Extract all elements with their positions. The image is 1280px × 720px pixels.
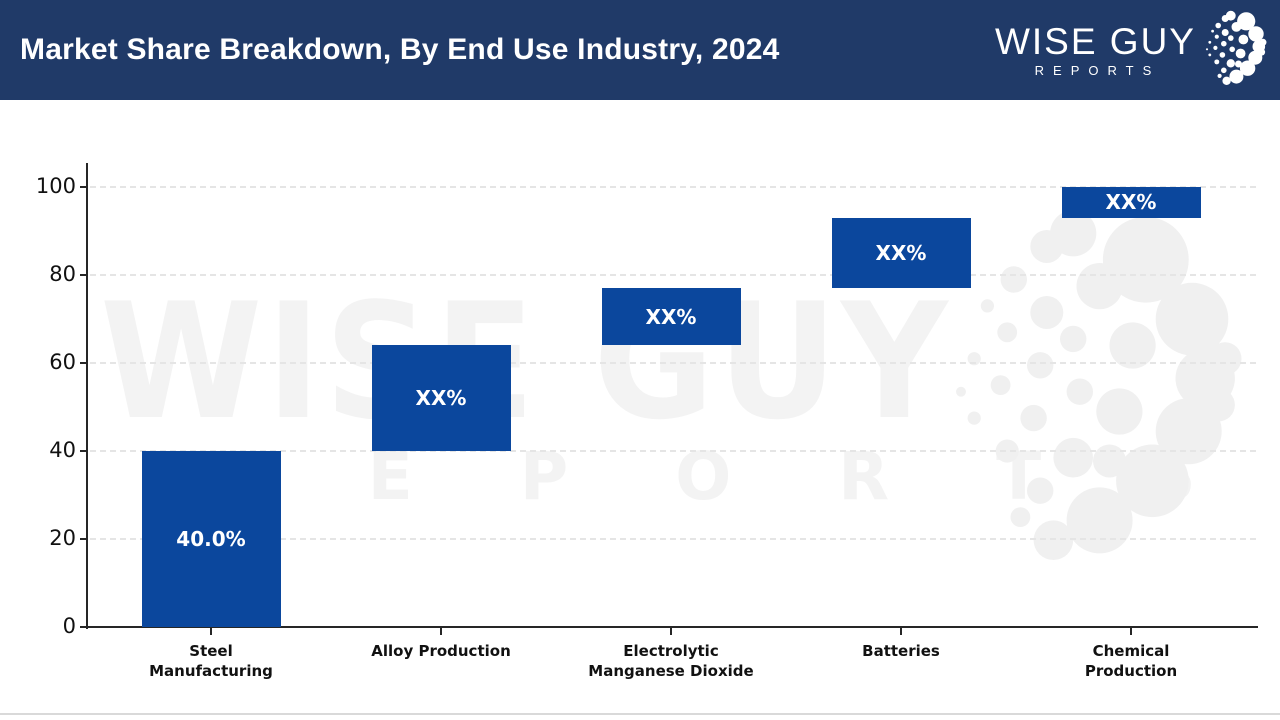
wiseguy-logo: WISE GUY REPORTS bbox=[995, 0, 1270, 100]
watermark-wiseguy-text: WISE GUY bbox=[100, 268, 952, 455]
x-category-label-alloy-production: Alloy Production bbox=[371, 642, 511, 660]
x-category-label-steel-manufacturing: Steel Manufacturing bbox=[149, 642, 273, 681]
y-tick-label-100: 100 bbox=[35, 174, 76, 198]
bar-value-label-electrolytic-manganese-dioxide: XX% bbox=[645, 304, 697, 329]
header-bar: Market Share Breakdown, By End Use Indus… bbox=[0, 0, 1280, 100]
y-tick-80 bbox=[80, 274, 88, 276]
gridline-100 bbox=[90, 186, 1256, 188]
x-category-label-electrolytic-manganese-dioxide: Electrolytic Manganese Dioxide bbox=[588, 642, 754, 681]
y-tick-100 bbox=[80, 186, 88, 188]
y-tick-0 bbox=[80, 626, 88, 628]
y-tick-label-0: 0 bbox=[62, 614, 76, 638]
x-tick-alloy-production bbox=[440, 628, 442, 635]
watermark-face-logo-icon bbox=[956, 210, 1242, 560]
bar-steel-manufacturing: 40.0% bbox=[141, 451, 281, 627]
y-tick-label-20: 20 bbox=[49, 526, 76, 550]
bar-value-label-chemical-production: XX% bbox=[1105, 190, 1157, 215]
gridline-40 bbox=[90, 450, 1256, 452]
y-tick-60 bbox=[80, 362, 88, 364]
bar-value-label-steel-manufacturing: 40.0% bbox=[176, 527, 246, 551]
logo-wiseguy-label: WISE GUY bbox=[994, 20, 1196, 62]
bar-alloy-production: XX% bbox=[371, 345, 511, 451]
y-tick-label-80: 80 bbox=[49, 262, 76, 286]
wiseguy-face-logo-icon bbox=[1205, 10, 1267, 85]
x-axis-line bbox=[86, 626, 1258, 628]
y-tick-20 bbox=[80, 538, 88, 540]
x-category-label-batteries: Batteries bbox=[862, 642, 940, 660]
bar-chemical-production: XX% bbox=[1061, 187, 1201, 218]
x-tick-steel-manufacturing bbox=[210, 628, 212, 635]
bar-value-label-alloy-production: XX% bbox=[415, 386, 467, 411]
gridline-60 bbox=[90, 362, 1256, 364]
x-tick-electrolytic-manganese-dioxide bbox=[670, 628, 672, 635]
x-tick-chemical-production bbox=[1130, 628, 1132, 635]
logo-reports-label: REPORTS bbox=[1034, 62, 1161, 78]
bar-electrolytic-manganese-dioxide: XX% bbox=[601, 288, 741, 346]
x-category-label-chemical-production: Chemical Production bbox=[1084, 642, 1178, 681]
gridline-80 bbox=[90, 274, 1256, 276]
page-title: Market Share Breakdown, By End Use Indus… bbox=[20, 33, 780, 66]
wiseguy-logo-text: WISE GUY REPORTS bbox=[995, 23, 1196, 78]
y-tick-label-60: 60 bbox=[49, 350, 76, 374]
x-tick-batteries bbox=[900, 628, 902, 635]
gridline-20 bbox=[90, 538, 1256, 540]
y-tick-40 bbox=[80, 450, 88, 452]
bar-batteries: XX% bbox=[831, 217, 971, 289]
y-tick-label-40: 40 bbox=[49, 438, 76, 462]
bar-value-label-batteries: XX% bbox=[875, 240, 927, 265]
footer-divider bbox=[0, 713, 1280, 715]
y-axis-line bbox=[86, 163, 88, 629]
